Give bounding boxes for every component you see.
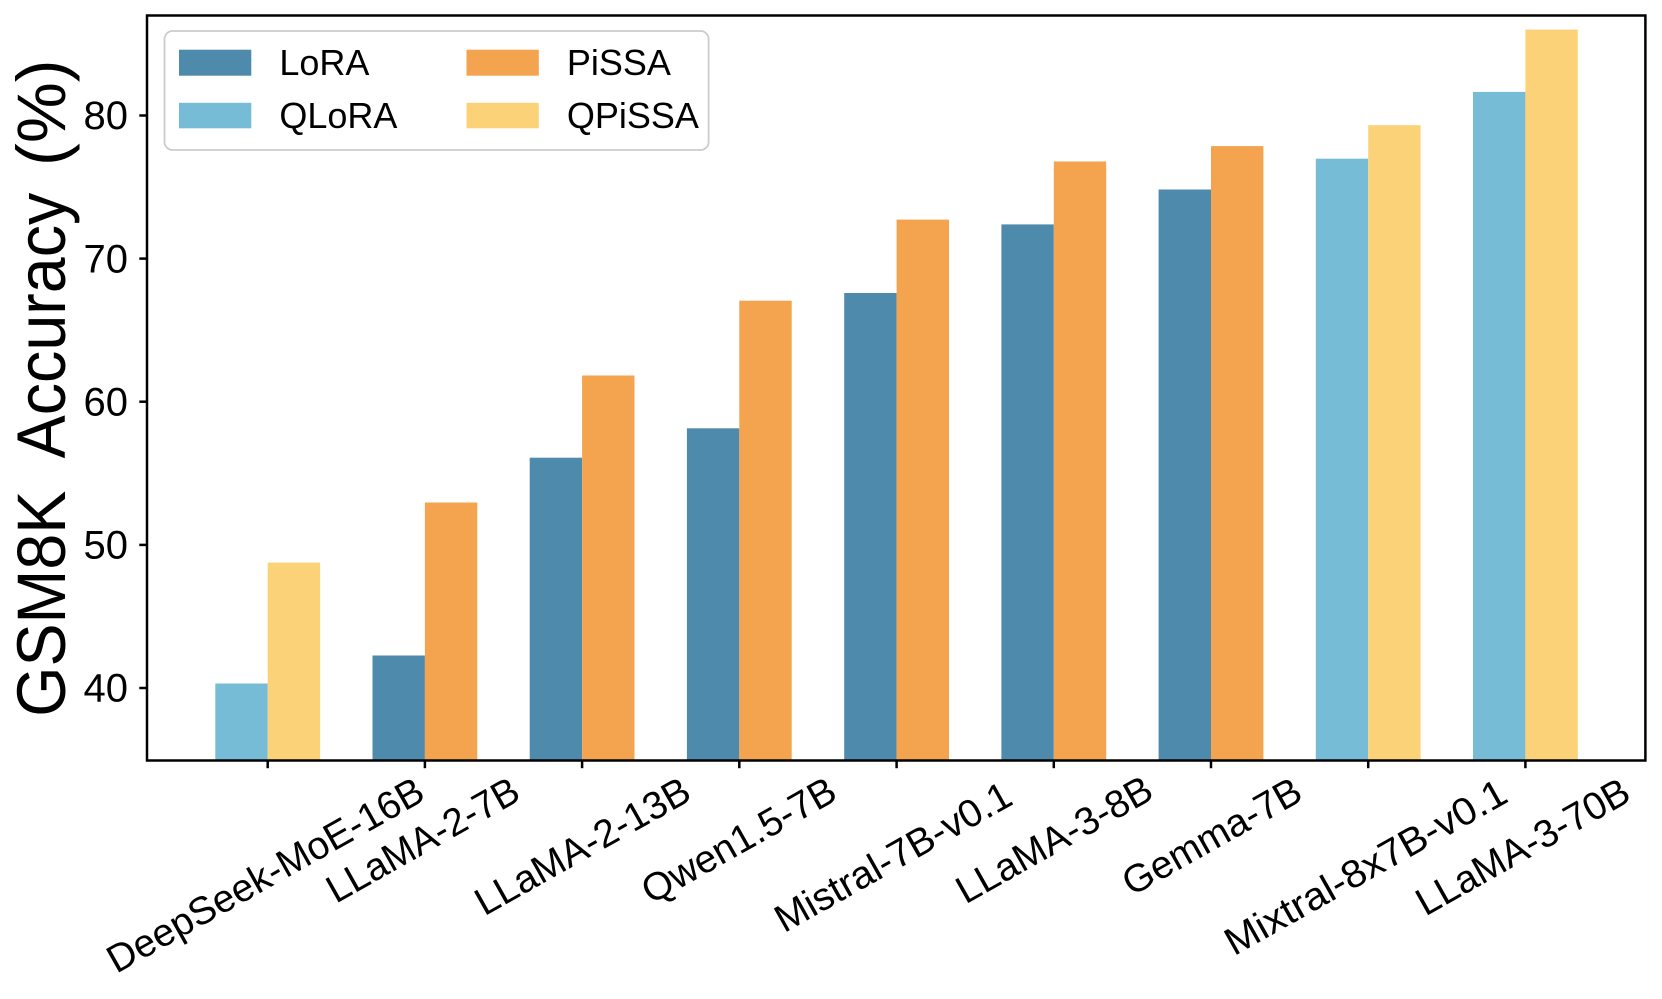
svg-text:LoRA: LoRA (279, 42, 369, 83)
svg-text:70: 70 (84, 237, 129, 281)
svg-text:80: 80 (84, 94, 129, 138)
svg-text:50: 50 (84, 524, 129, 568)
svg-text:60: 60 (84, 380, 129, 424)
svg-text:QLoRA: QLoRA (279, 95, 397, 136)
svg-text:PiSSA: PiSSA (567, 42, 671, 83)
svg-text:GSM8K Accuracy: GSM8K Accuracy (3, 192, 80, 717)
svg-text:40: 40 (84, 667, 129, 711)
svg-text:QPiSSA: QPiSSA (567, 95, 699, 136)
svg-text:(%): (%) (3, 59, 80, 166)
